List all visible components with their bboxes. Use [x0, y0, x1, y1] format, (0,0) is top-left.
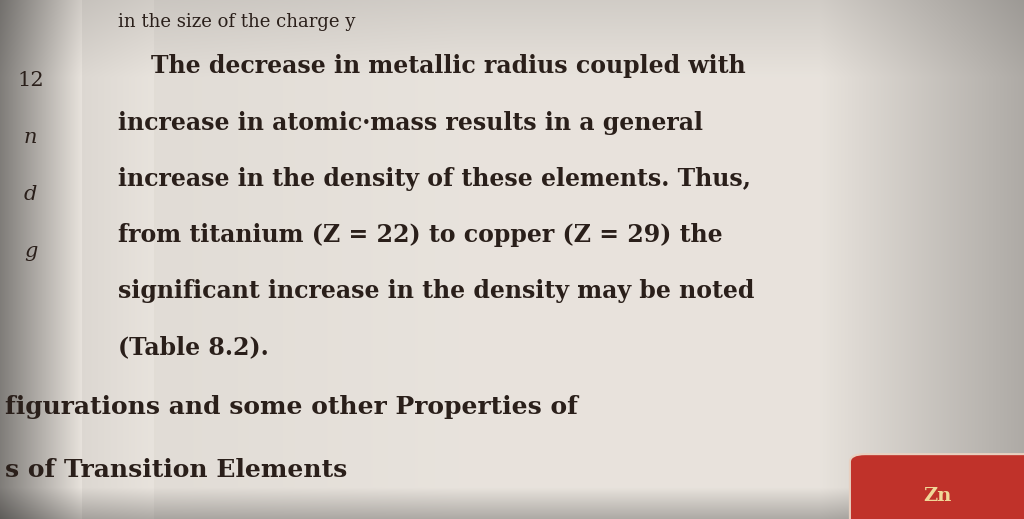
Text: (Table 8.2).: (Table 8.2). — [118, 335, 268, 359]
Text: The decrease in metallic radius coupled with: The decrease in metallic radius coupled … — [118, 54, 745, 78]
Text: in the size of the charge y: in the size of the charge y — [118, 13, 355, 31]
Text: from titanium (Z = 22) to copper (Z = 29) the: from titanium (Z = 22) to copper (Z = 29… — [118, 223, 722, 247]
Text: increase in atomic·mass results in a general: increase in atomic·mass results in a gen… — [118, 111, 702, 134]
Text: significant increase in the density may be noted: significant increase in the density may … — [118, 279, 754, 303]
Text: s of Transition Elements: s of Transition Elements — [5, 458, 347, 482]
Text: Zn: Zn — [923, 487, 951, 504]
Text: figurations and some other Properties of: figurations and some other Properties of — [5, 395, 578, 419]
Text: g: g — [24, 242, 38, 261]
Text: increase in the density of these elements. Thus,: increase in the density of these element… — [118, 167, 751, 190]
Text: d: d — [24, 185, 38, 204]
Text: 12: 12 — [17, 71, 44, 90]
Text: n: n — [24, 128, 38, 147]
FancyBboxPatch shape — [850, 454, 1024, 519]
